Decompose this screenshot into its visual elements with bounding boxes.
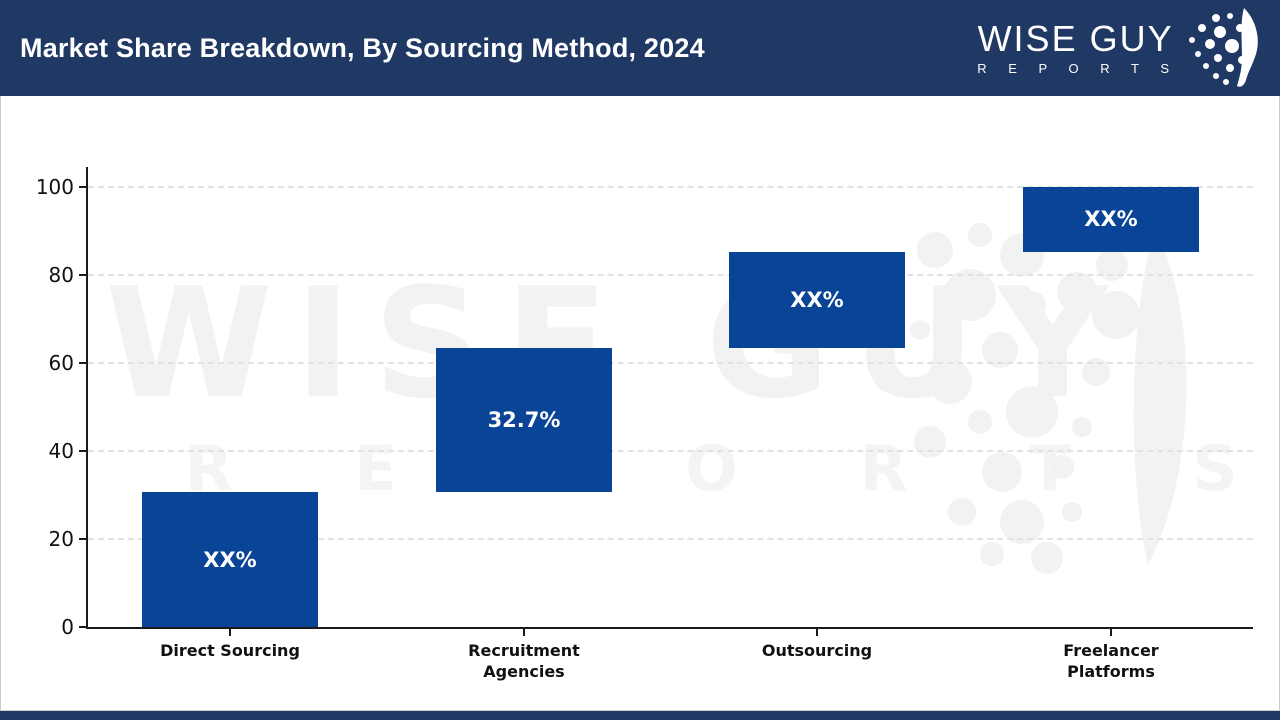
y-axis-tick-label-20: 20: [48, 526, 74, 551]
bar-value-label-1: 32.7%: [487, 408, 561, 433]
wise-guy-reports-logo: WISE GUY R E P O R T S: [973, 6, 1260, 90]
gridline-80: [88, 273, 1253, 276]
category-label-line: Platforms: [1067, 661, 1155, 681]
x-axis-tick-2: [816, 629, 818, 636]
y-axis-tick-label-80: 80: [48, 262, 74, 287]
logo-wordmark: WISE GUY: [977, 17, 1174, 59]
x-axis-tick-0: [229, 629, 231, 636]
y-axis-tick-label-40: 40: [48, 438, 74, 463]
plot-area: XX% 32.7% XX% XX%: [86, 167, 1253, 629]
y-axis-tick-20: [79, 537, 86, 540]
y-axis-line: [86, 167, 88, 629]
x-axis-tick-3: [1110, 629, 1112, 636]
waterfall-bar-1: 32.7%: [436, 348, 612, 493]
category-label-line: Freelancer: [1063, 641, 1159, 660]
bar-value-label-2: XX%: [790, 287, 844, 312]
bar-value-label-0: XX%: [203, 547, 257, 572]
x-axis-line: [86, 627, 1253, 629]
y-axis-tick-100: [79, 185, 86, 188]
y-axis-tick-60: [79, 361, 86, 364]
category-label-line: Outsourcing: [761, 641, 873, 660]
header-bar: Market Share Breakdown, By Sourcing Meth…: [0, 0, 1280, 96]
category-label-line: Recruitment: [468, 641, 580, 660]
category-label-line: Direct Sourcing: [160, 641, 300, 660]
logo-face-icon: [1189, 8, 1258, 87]
x-axis-category-label-1: Recruitment Agencies: [404, 641, 644, 683]
footer-accent-bar: [0, 711, 1280, 720]
y-axis-tick-label-0: 0: [61, 615, 74, 639]
waterfall-bar-2: XX%: [729, 251, 905, 349]
y-axis-tick-label-60: 60: [48, 350, 74, 375]
waterfall-bar-3: XX%: [1023, 186, 1199, 252]
gridline-100: [88, 185, 1253, 188]
x-axis-category-label-2: Outsourcing: [697, 641, 937, 662]
chart-title: Market Share Breakdown, By Sourcing Meth…: [20, 32, 705, 63]
x-axis-category-label-0: Direct Sourcing: [110, 641, 350, 662]
gridline-60: [88, 361, 1253, 364]
y-axis-tick-80: [79, 273, 86, 276]
bar-value-label-3: XX%: [1084, 207, 1138, 232]
gridline-40: [88, 449, 1253, 452]
y-axis-tick-40: [79, 449, 86, 452]
gridline-20: [88, 537, 1253, 540]
logo-subtitle: R E P O R T S: [977, 60, 1178, 76]
x-axis-tick-1: [523, 629, 525, 636]
category-label-line: Agencies: [483, 661, 565, 681]
waterfall-bar-0: XX%: [142, 492, 318, 627]
x-axis-category-label-3: Freelancer Platforms: [991, 641, 1231, 683]
y-axis-tick-0: [79, 626, 86, 628]
logo-text: WISE GUY R E P O R T S: [973, 17, 1178, 76]
y-axis-tick-label-100: 100: [35, 174, 74, 199]
